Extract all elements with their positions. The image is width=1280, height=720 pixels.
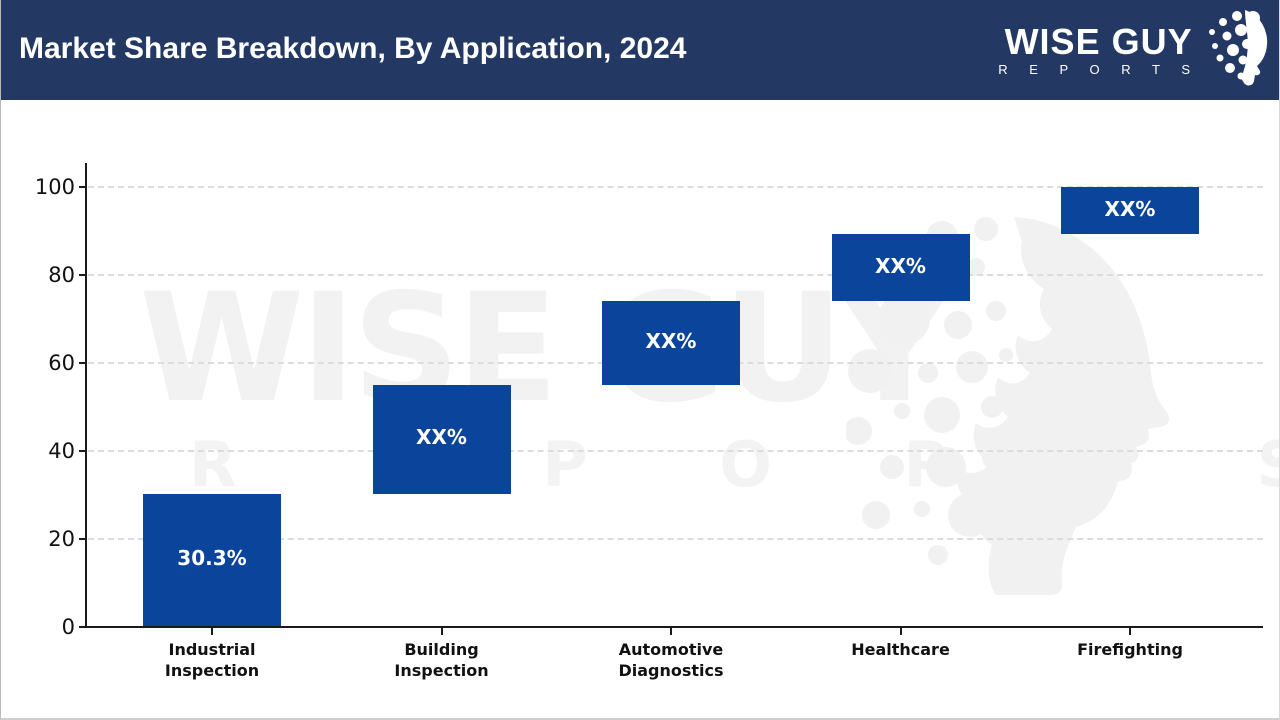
bar-value-label-healthcare: XX% xyxy=(875,253,926,278)
category-label-building-inspection: Building Inspection xyxy=(332,639,552,681)
category-label-line: Diagnostics xyxy=(618,661,724,680)
y-tick-label-0: 0 xyxy=(61,615,75,639)
header-bar: Market Share Breakdown, By Application, … xyxy=(1,0,1279,100)
bar-firefighting xyxy=(1061,187,1199,235)
category-label-line: Industrial xyxy=(168,640,256,659)
category-label-line: Building xyxy=(404,640,479,659)
page-title: Market Share Breakdown, By Application, … xyxy=(19,32,687,65)
category-label-healthcare: Healthcare xyxy=(791,639,1011,660)
gridline-40 xyxy=(88,450,1263,452)
category-label-firefighting: Firefighting xyxy=(1020,639,1240,660)
category-label-line: Inspection xyxy=(164,661,260,680)
logo-tagline-text: R E P O R T S xyxy=(998,61,1199,77)
logo-name-text: WISE GUY xyxy=(1004,20,1193,62)
gridline-20 xyxy=(88,538,1263,540)
logo-head-icon xyxy=(1209,10,1268,86)
y-tick-label-80: 80 xyxy=(48,263,75,287)
category-label-automotive-diagnostics: Automotive Diagnostics xyxy=(561,639,781,681)
y-tick-label-20: 20 xyxy=(48,527,75,551)
y-axis xyxy=(85,163,87,628)
category-label-line: Healthcare xyxy=(851,640,950,659)
category-label-line: Inspection xyxy=(394,661,489,680)
y-tick-label-40: 40 xyxy=(48,439,75,463)
y-tick-100 xyxy=(79,186,86,188)
bar-automotive-diagnostics xyxy=(602,301,740,385)
x-tick-industrial-inspection xyxy=(211,628,213,635)
x-axis xyxy=(85,626,1263,628)
category-label-line: Firefighting xyxy=(1077,640,1183,659)
bar-healthcare xyxy=(831,234,970,302)
y-tick-60 xyxy=(79,362,86,364)
logo-wordmark: WISE GUY R E P O R T S xyxy=(998,20,1199,77)
bar-value-label-building-inspection: XX% xyxy=(416,425,467,450)
gridline-100 xyxy=(88,186,1263,188)
bar-building-inspection xyxy=(372,385,511,494)
wiseguy-logo: WISE GUY R E P O R T S xyxy=(998,8,1269,90)
y-tick-0 xyxy=(79,626,86,628)
bar-value-label-automotive-diagnostics: XX% xyxy=(645,329,697,354)
category-label-industrial-inspection: Industrial Inspection xyxy=(102,639,322,681)
y-tick-label-60: 60 xyxy=(48,351,75,375)
y-tick-80 xyxy=(79,274,86,276)
watermark-wiseguy-text: WISE GUY xyxy=(139,262,949,436)
bar-value-label-industrial-inspection: 30.3% xyxy=(177,546,247,571)
x-tick-automotive-diagnostics xyxy=(670,628,672,635)
gridline-80 xyxy=(88,274,1263,276)
bar-value-label-firefighting: XX% xyxy=(1104,196,1156,221)
y-tick-20 xyxy=(79,538,86,540)
bar-industrial-inspection xyxy=(143,493,281,627)
x-tick-firefighting xyxy=(1129,628,1131,635)
x-tick-building-inspection xyxy=(440,628,443,635)
y-tick-label-100: 100 xyxy=(34,175,75,199)
y-tick-40 xyxy=(79,450,86,452)
category-label-line: Automotive xyxy=(618,640,724,659)
x-tick-healthcare xyxy=(899,628,902,635)
